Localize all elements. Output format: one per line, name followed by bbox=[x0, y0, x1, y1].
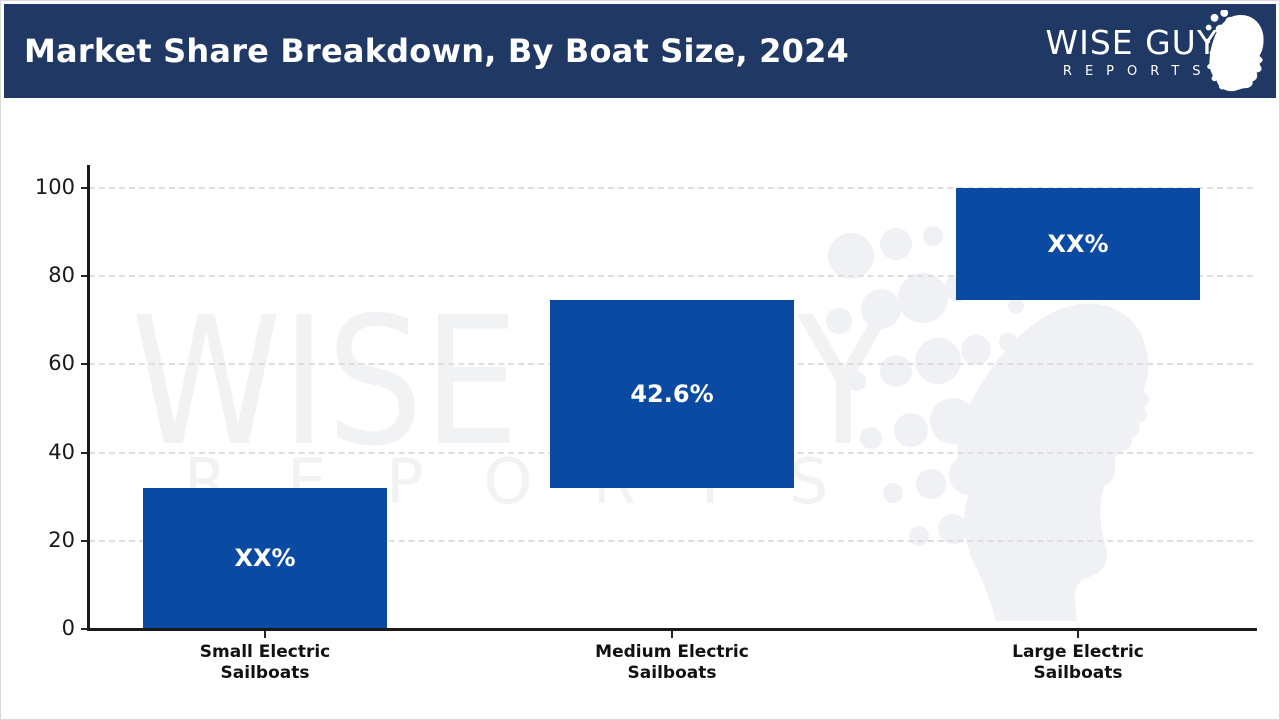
y-axis-tick-mark bbox=[81, 451, 89, 454]
bar: XX% bbox=[956, 188, 1200, 300]
category-label: Medium Electric Sailboats bbox=[595, 642, 749, 683]
report-title: Market Share Breakdown, By Boat Size, 20… bbox=[24, 32, 850, 70]
category-label: Large Electric Sailboats bbox=[1012, 642, 1144, 683]
bar: XX% bbox=[143, 487, 387, 629]
gridline bbox=[89, 187, 1253, 189]
bar-value-label: XX% bbox=[234, 544, 296, 573]
x-axis-tick-mark bbox=[671, 631, 673, 638]
y-axis-tick-label: 40 bbox=[48, 439, 75, 464]
y-axis-tick-mark bbox=[81, 539, 89, 542]
header-bar: Market Share Breakdown, By Boat Size, 20… bbox=[4, 4, 1276, 98]
watermark-face-icon bbox=[826, 226, 1150, 621]
logo-text: WISE GUY REPORTS bbox=[1045, 23, 1218, 79]
gridline bbox=[89, 275, 1253, 278]
y-axis-tick-label: 0 bbox=[61, 616, 75, 640]
x-axis bbox=[87, 628, 1257, 631]
bar-value-label: 42.6% bbox=[630, 379, 714, 408]
wiseguy-logo: WISE GUY REPORTS bbox=[1045, 10, 1276, 92]
logo-face-icon bbox=[1205, 10, 1264, 92]
category-label: Small Electric Sailboats bbox=[199, 642, 331, 683]
bar-value-label: XX% bbox=[1047, 230, 1109, 258]
y-axis-tick-mark bbox=[81, 363, 89, 366]
y-axis-tick-mark bbox=[81, 275, 89, 278]
y-axis-tick-mark bbox=[81, 187, 89, 189]
bar: 42.6% bbox=[550, 300, 794, 488]
x-axis-tick-mark bbox=[1077, 631, 1079, 638]
y-axis-tick-label: 60 bbox=[48, 351, 75, 376]
y-axis bbox=[87, 165, 90, 631]
x-axis-tick-mark bbox=[264, 631, 266, 638]
y-axis-tick-mark bbox=[81, 628, 89, 630]
y-axis-tick-label: 20 bbox=[48, 527, 75, 552]
logo-wordmark: WISE GUY bbox=[1045, 23, 1218, 62]
y-axis-tick-label: 100 bbox=[34, 175, 75, 199]
logo-subtext: REPORTS bbox=[1062, 64, 1214, 79]
gridline bbox=[89, 539, 1253, 542]
y-axis-tick-label: 80 bbox=[48, 263, 75, 288]
